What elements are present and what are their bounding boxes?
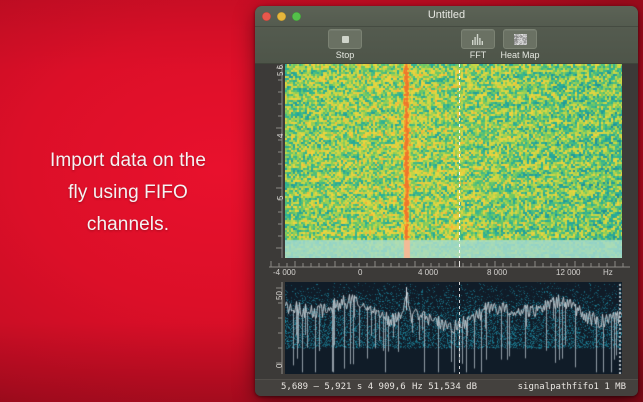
fft-chart[interactable]: 50 0	[255, 282, 638, 376]
x-axis-unit-label: Hz	[603, 268, 613, 277]
spectrogram-canvas[interactable]	[285, 64, 622, 258]
minimize-button[interactable]	[277, 12, 286, 21]
stop-button-face[interactable]	[328, 29, 362, 49]
spectrogram-y-label-mid: 4	[276, 133, 285, 138]
fft-canvas[interactable]	[285, 282, 622, 374]
app-window: Untitled Stop	[255, 6, 638, 396]
spectrogram-y-axis-ticks	[276, 64, 283, 258]
close-button[interactable]	[262, 12, 271, 21]
x-tick-label-3: 8 000	[487, 268, 508, 277]
x-tick-label-1: 0	[358, 268, 363, 277]
heat-map-icon	[513, 33, 527, 45]
fft-plot[interactable]	[285, 282, 622, 374]
caption-line-2: fly using FIFO	[68, 182, 188, 203]
bar-spectrum-icon	[471, 33, 483, 45]
fft-y-axis-ticks	[276, 282, 283, 374]
spectrogram-y-label-top: 5 6	[276, 64, 285, 76]
x-tick-label-0: -4 000	[273, 268, 296, 277]
window-title: Untitled	[427, 9, 466, 21]
caption-line-1: Import data on the	[49, 150, 206, 171]
status-range-readout: 5,689 – 5,921 s 4 909,6	[281, 382, 406, 392]
status-bar: 5,689 – 5,921 s 4 909,6 Hz 51,534 dB sig…	[255, 379, 638, 396]
window-titlebar: Untitled	[255, 6, 638, 27]
spectrogram-plot[interactable]	[285, 64, 622, 258]
plot-area: 5 6 4 5	[255, 64, 638, 382]
traffic-lights	[262, 12, 301, 21]
status-source-readout: signalpathfifo1 1 MB	[517, 382, 626, 392]
heatmap-button-face[interactable]	[503, 29, 537, 49]
spectrogram-cursor-line[interactable]	[459, 64, 460, 258]
fft-y-label-top: 50	[275, 291, 284, 300]
fft-button[interactable]: FFT	[461, 29, 495, 60]
frequency-axis-ticks	[269, 261, 630, 268]
spectrogram-y-label-bottom: 5	[276, 195, 285, 200]
fft-button-face[interactable]	[461, 29, 495, 49]
x-tick-label-2: 4 000	[418, 268, 439, 277]
fft-cursor-line[interactable]	[459, 282, 460, 374]
stop-button-label: Stop	[335, 50, 355, 60]
fft-button-label: FFT	[469, 50, 487, 60]
caption-line-3: channels.	[86, 214, 170, 235]
spectrogram-y-axis: 5 6 4 5	[269, 64, 285, 258]
fft-y-axis: 50 0	[269, 282, 284, 374]
toolbar: Stop FFT Heat Map	[255, 27, 638, 64]
fft-y-label-bottom: 0	[275, 363, 284, 368]
status-frequency-readout: Hz 51,534 dB	[412, 382, 478, 392]
zoom-button[interactable]	[292, 12, 301, 21]
frequency-axis: -4 000 0 4 000 8 000 12 000 Hz	[255, 261, 638, 279]
spectrogram-chart[interactable]: 5 6 4 5	[255, 64, 638, 264]
heatmap-button-label: Heat Map	[500, 50, 540, 60]
x-tick-label-4: 12 000	[556, 268, 581, 277]
heatmap-button[interactable]: Heat Map	[500, 29, 540, 60]
frequency-axis-cursor-marker	[459, 261, 460, 267]
stop-button[interactable]: Stop	[328, 29, 362, 60]
promo-caption: Import data on the fly using FIFO channe…	[8, 145, 248, 241]
stop-square-icon	[341, 35, 349, 43]
